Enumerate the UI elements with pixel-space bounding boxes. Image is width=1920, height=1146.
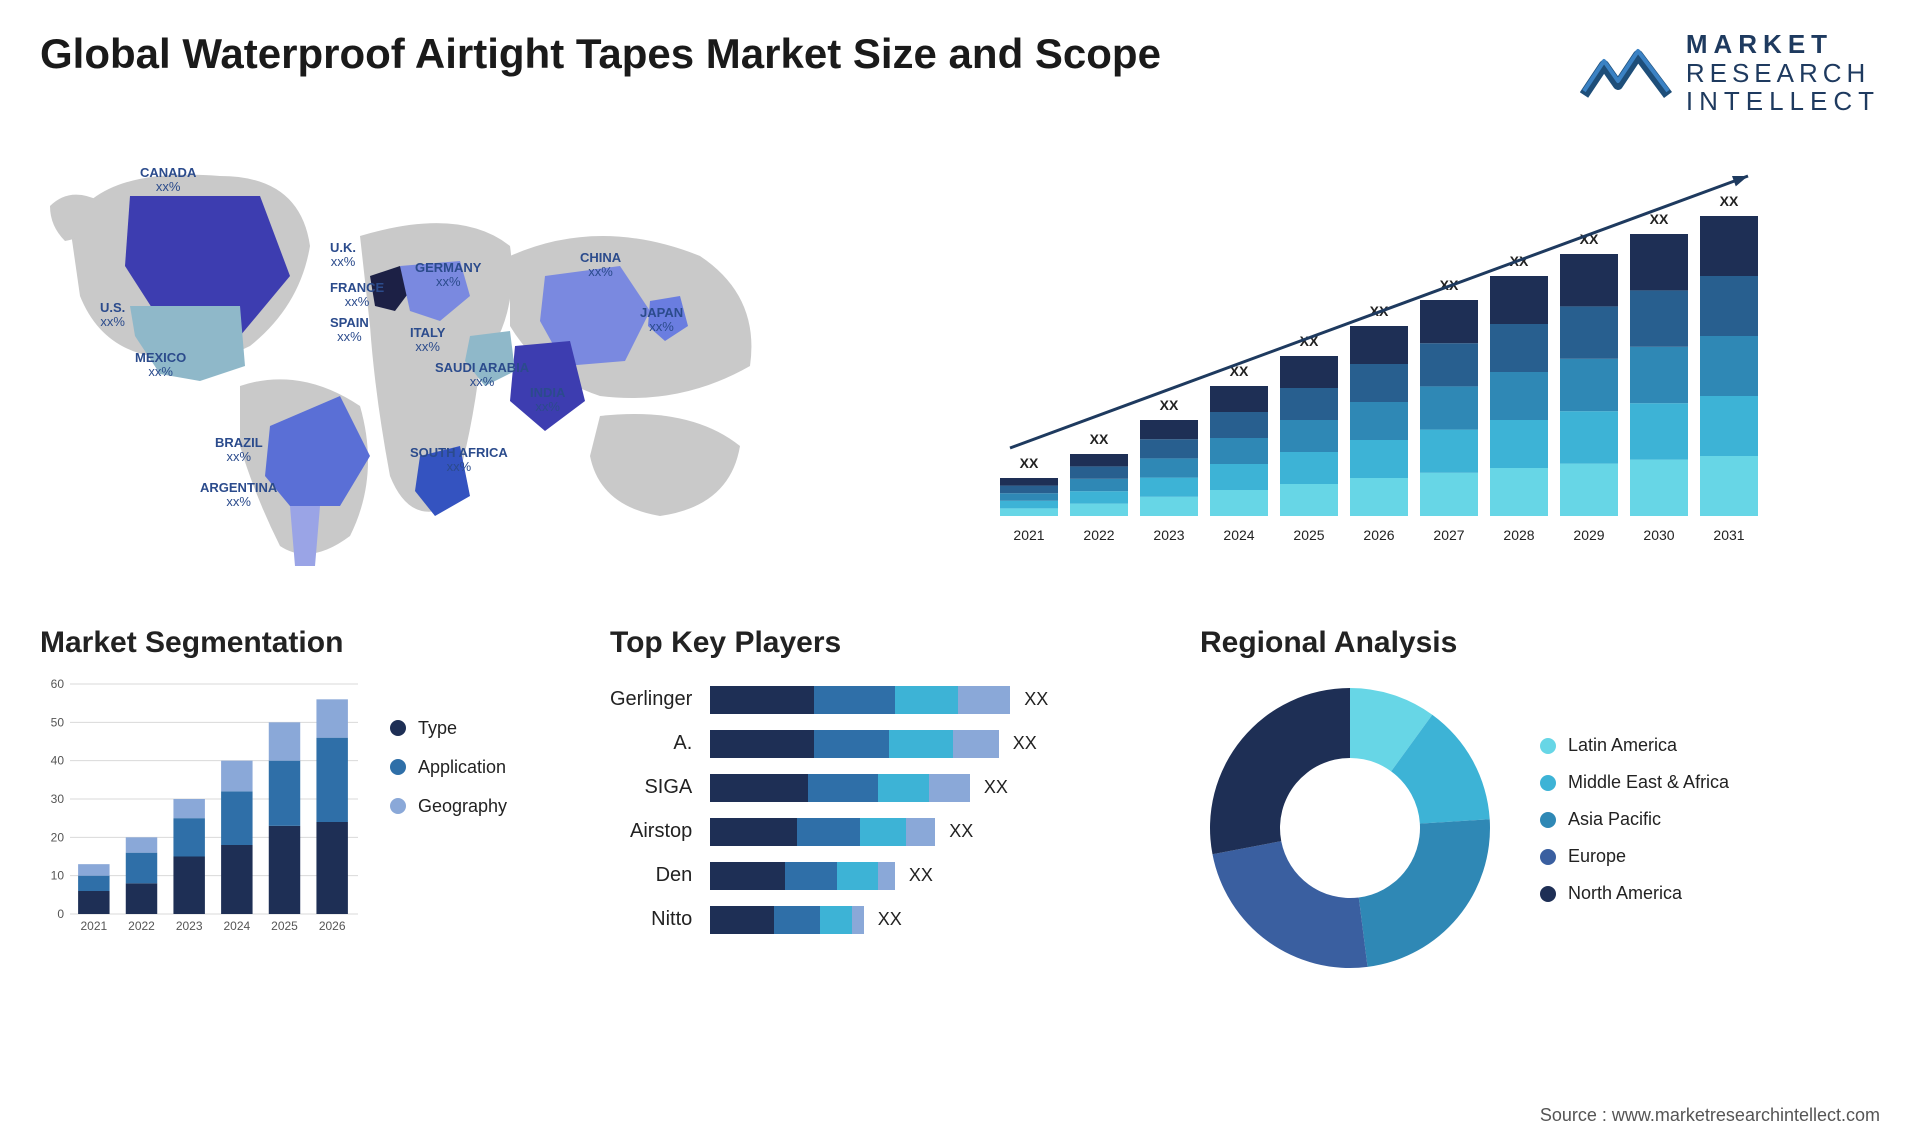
player-row: XX <box>710 678 1150 722</box>
svg-text:40: 40 <box>51 753 65 767</box>
svg-text:2028: 2028 <box>1503 527 1534 543</box>
map-label: MEXICOxx% <box>135 351 186 380</box>
svg-text:XX: XX <box>1650 211 1669 227</box>
player-row: XX <box>710 766 1150 810</box>
player-value: XX <box>878 909 902 930</box>
player-value: XX <box>1013 733 1037 754</box>
map-label: SPAINxx% <box>330 316 369 345</box>
svg-text:2029: 2029 <box>1573 527 1604 543</box>
logo-text-1: MARKET <box>1686 30 1880 59</box>
svg-text:2023: 2023 <box>176 919 203 933</box>
logo-text-3: INTELLECT <box>1686 87 1880 116</box>
segmentation-chart: 0 10 20 30 40 50 60 2021 2022 2023 2024 2025 2026 <box>40 678 360 938</box>
legend-item: Middle East & Africa <box>1540 772 1729 793</box>
regional-legend: Latin America Middle East & Africa Asia Pa… <box>1540 735 1729 920</box>
map-label: U.K.xx% <box>330 241 356 270</box>
svg-text:0: 0 <box>57 907 64 921</box>
svg-text:2026: 2026 <box>319 919 346 933</box>
svg-text:2022: 2022 <box>1083 527 1114 543</box>
legend-item: Application <box>390 757 507 778</box>
svg-text:2022: 2022 <box>128 919 155 933</box>
world-map: CANADAxx% U.S.xx% MEXICOxx% BRAZILxx% ARGENT… <box>40 146 940 566</box>
svg-text:XX: XX <box>1720 193 1739 209</box>
svg-text:2031: 2031 <box>1713 527 1744 543</box>
player-label: Den <box>610 854 692 898</box>
regional-title: Regional Analysis <box>1200 626 1880 660</box>
svg-text:2023: 2023 <box>1153 527 1184 543</box>
svg-text:2021: 2021 <box>80 919 107 933</box>
segmentation-legend: Type Application Geography <box>390 678 507 835</box>
legend-item: Latin America <box>1540 735 1729 756</box>
map-label: BRAZILxx% <box>215 436 263 465</box>
svg-text:XX: XX <box>1160 397 1179 413</box>
page-title: Global Waterproof Airtight Tapes Market … <box>40 30 1161 78</box>
svg-text:XX: XX <box>1020 455 1039 471</box>
player-label: A. <box>610 722 692 766</box>
map-label: GERMANYxx% <box>415 261 481 290</box>
player-value: XX <box>984 777 1008 798</box>
svg-text:2021: 2021 <box>1013 527 1044 543</box>
players-chart: GerlingerA.SIGAAirstopDenNitto XX XX XX XX X… <box>610 678 1150 942</box>
svg-text:10: 10 <box>51 868 65 882</box>
player-label: Nitto <box>610 898 692 942</box>
legend-item: Type <box>390 718 507 739</box>
map-label: U.S.xx% <box>100 301 125 330</box>
map-label: ITALYxx% <box>410 326 445 355</box>
svg-text:60: 60 <box>51 678 65 691</box>
svg-text:50: 50 <box>51 715 65 729</box>
svg-text:XX: XX <box>1090 431 1109 447</box>
svg-text:2025: 2025 <box>1293 527 1324 543</box>
svg-text:2024: 2024 <box>223 919 250 933</box>
map-label: CHINAxx% <box>580 251 621 280</box>
players-title: Top Key Players <box>610 626 1150 660</box>
legend-item: North America <box>1540 883 1729 904</box>
svg-text:2026: 2026 <box>1363 527 1394 543</box>
map-label: SOUTH AFRICAxx% <box>410 446 508 475</box>
segmentation-title: Market Segmentation <box>40 626 560 660</box>
svg-text:30: 30 <box>51 792 65 806</box>
player-row: XX <box>710 810 1150 854</box>
map-label: JAPANxx% <box>640 306 683 335</box>
player-value: XX <box>909 865 933 886</box>
legend-item: Geography <box>390 796 507 817</box>
player-row: XX <box>710 854 1150 898</box>
svg-text:2024: 2024 <box>1223 527 1254 543</box>
regional-donut <box>1200 678 1500 978</box>
map-label: ARGENTINAxx% <box>200 481 277 510</box>
svg-text:20: 20 <box>51 830 65 844</box>
player-value: XX <box>949 821 973 842</box>
svg-text:2027: 2027 <box>1433 527 1464 543</box>
logo-mark-icon <box>1580 41 1672 105</box>
player-label: Airstop <box>610 810 692 854</box>
map-label: CANADAxx% <box>140 166 196 195</box>
legend-item: Asia Pacific <box>1540 809 1729 830</box>
map-label: INDIAxx% <box>530 386 565 415</box>
logo-text-2: RESEARCH <box>1686 59 1880 88</box>
player-row: XX <box>710 898 1150 942</box>
growth-chart: XX2021XX2022XX2023XX2024XX2025XX2026XX20… <box>980 146 1880 566</box>
map-label: FRANCExx% <box>330 281 384 310</box>
svg-text:2025: 2025 <box>271 919 298 933</box>
source-text: Source : www.marketresearchintellect.com <box>1540 1105 1880 1126</box>
svg-text:2030: 2030 <box>1643 527 1674 543</box>
player-row: XX <box>710 722 1150 766</box>
player-value: XX <box>1024 689 1048 710</box>
legend-item: Europe <box>1540 846 1729 867</box>
player-label: Gerlinger <box>610 678 692 722</box>
map-label: SAUDI ARABIAxx% <box>435 361 529 390</box>
player-label: SIGA <box>610 766 692 810</box>
brand-logo: MARKET RESEARCH INTELLECT <box>1580 30 1880 116</box>
